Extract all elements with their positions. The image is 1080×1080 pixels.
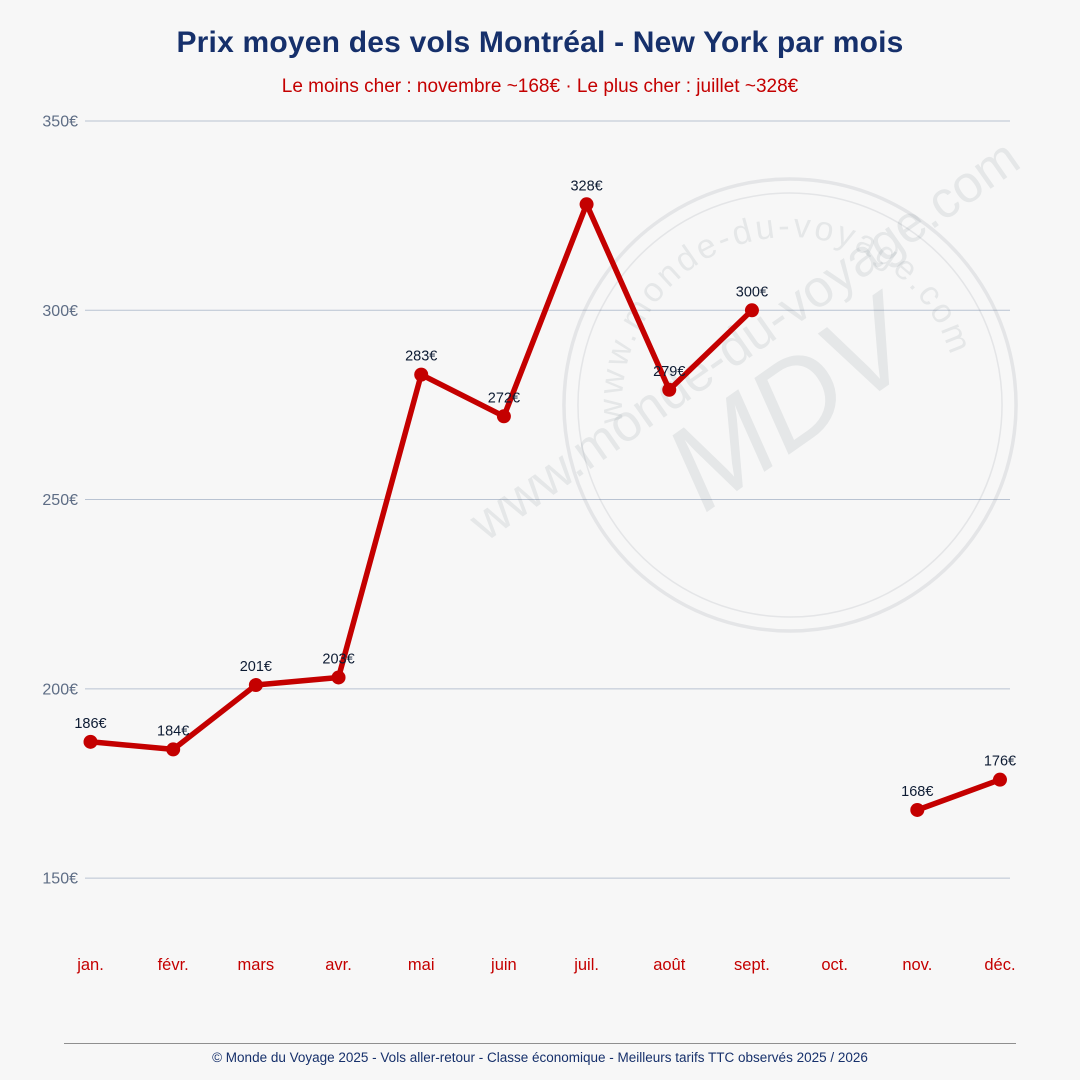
y-tick-label: 150€ — [42, 871, 78, 888]
x-axis-group: jan. févr. mars avr. mai juin juil. août sept. oc… — [76, 956, 1015, 974]
watermark-outer-ring — [562, 177, 1018, 633]
data-point-label: 279€ — [653, 364, 685, 380]
data-point — [414, 367, 429, 382]
y-tick-label: 200€ — [42, 681, 78, 698]
x-tick-label: avr. — [325, 956, 352, 974]
data-point — [496, 409, 511, 424]
data-point — [992, 772, 1007, 787]
watermark-inner-ring — [577, 192, 1003, 618]
chart-subtitle: Le moins cher : novembre ~168€ · Le plus… — [281, 76, 799, 97]
data-point-label: 300€ — [736, 284, 768, 300]
data-point-label: 176€ — [984, 754, 1016, 770]
data-point — [910, 802, 925, 817]
x-tick-label: déc. — [984, 956, 1015, 974]
data-point — [662, 382, 677, 397]
data-point-label: 203€ — [322, 651, 354, 667]
x-tick-label: oct. — [821, 956, 848, 974]
y-tick-label: 300€ — [42, 303, 78, 320]
data-point — [744, 303, 759, 318]
x-tick-label: févr. — [158, 956, 189, 974]
grid-group: 350€ 300€ 250€ 200€ 150€ — [42, 114, 1010, 888]
data-point-label: 186€ — [74, 716, 106, 732]
data-point — [248, 678, 263, 693]
x-tick-label: août — [653, 956, 686, 974]
data-point-label: 328€ — [570, 178, 602, 194]
data-point — [83, 734, 98, 749]
chart-title: Prix moyen des vols Montréal - New York … — [176, 26, 904, 59]
footer-text: © Monde du Voyage 2025 - Vols aller-reto… — [212, 1050, 868, 1065]
data-point — [579, 197, 594, 212]
x-tick-label: nov. — [902, 956, 932, 974]
x-tick-label: mars — [238, 956, 275, 974]
x-tick-label: juil. — [573, 956, 599, 974]
x-tick-label: juin — [490, 956, 517, 974]
data-point — [331, 670, 346, 685]
x-tick-label: sept. — [734, 956, 770, 974]
footer-divider — [64, 1043, 1016, 1044]
y-tick-label: 250€ — [42, 492, 78, 509]
data-point-label: 168€ — [901, 784, 933, 800]
data-point-label: 184€ — [157, 723, 189, 739]
data-point-label: 201€ — [240, 659, 272, 675]
x-tick-label: mai — [408, 956, 435, 974]
data-point-label: 283€ — [405, 349, 437, 365]
y-tick-label: 350€ — [42, 114, 78, 131]
data-point-label: 272€ — [488, 390, 520, 406]
data-point — [166, 742, 181, 757]
x-tick-label: jan. — [76, 956, 104, 974]
points-group: 186€ 184€ 201€ 203€ 283€ 272€ 328€ 279€ 300€ 168€… — [74, 178, 1016, 817]
